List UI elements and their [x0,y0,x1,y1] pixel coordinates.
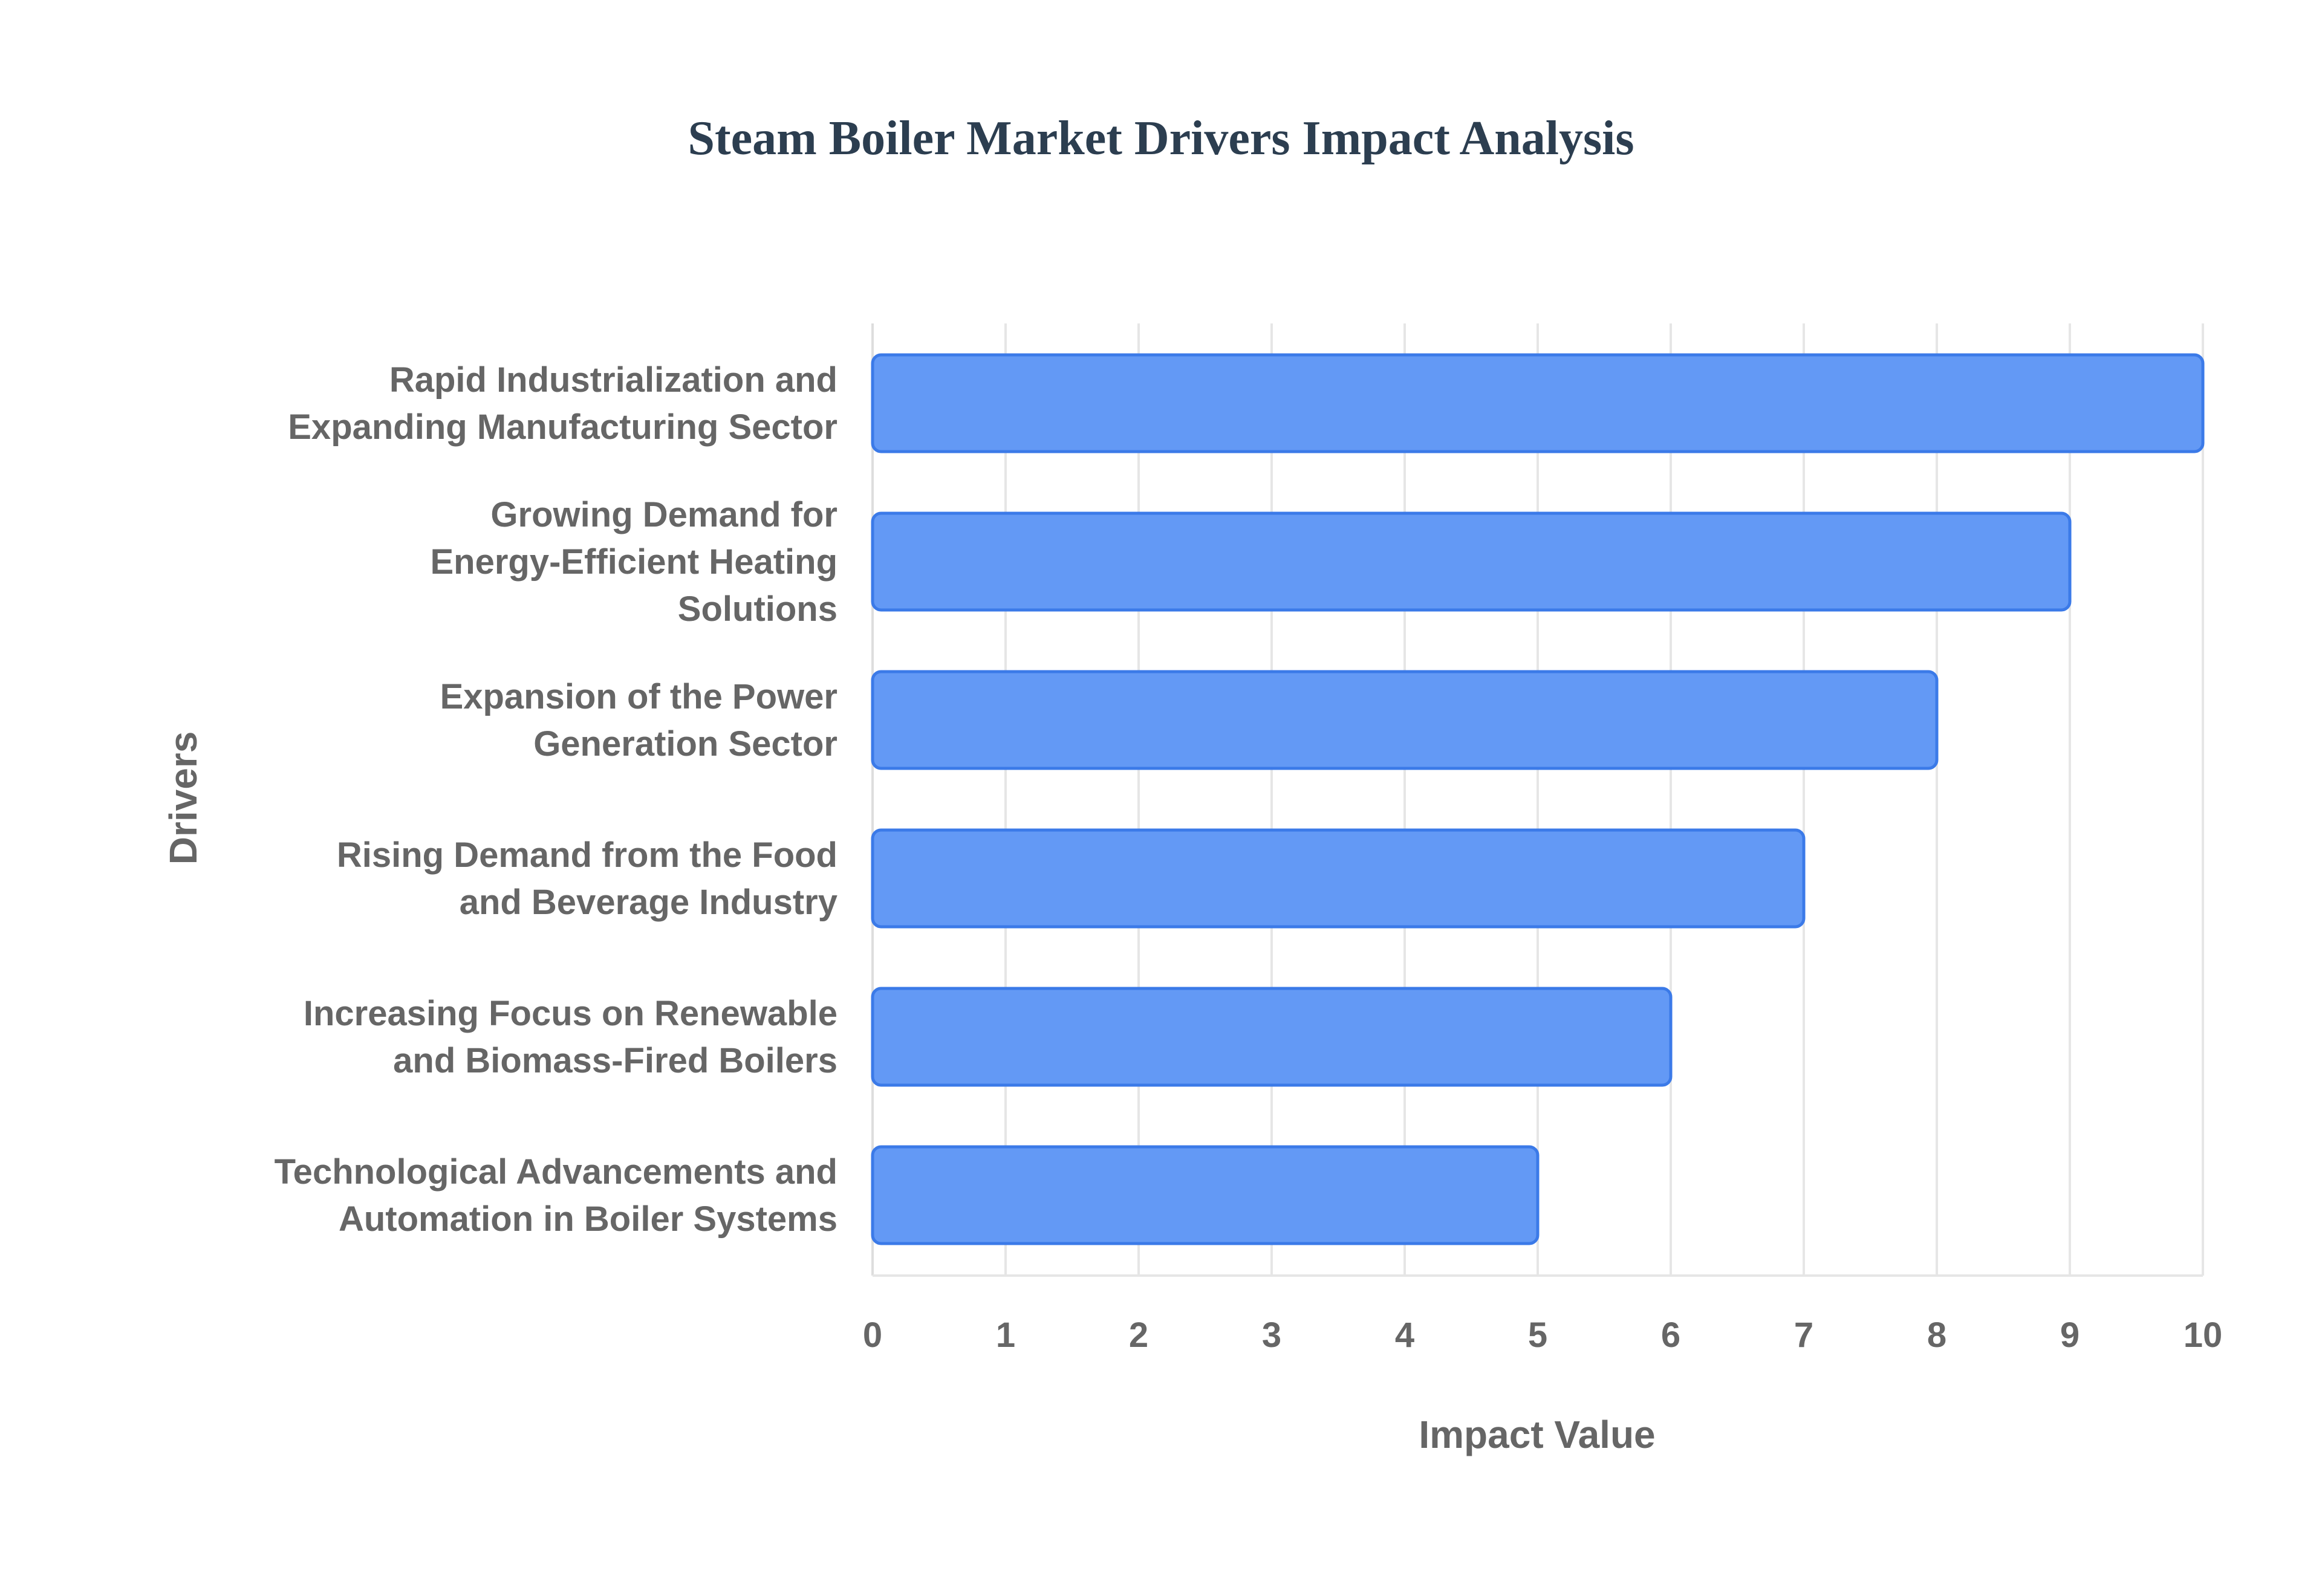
category-label: Increasing Focus on Renewable and Biomass… [304,994,837,1080]
category-labels: Rapid Industrialization and Expanding Man… [275,360,837,1239]
x-tick-label: 0 [863,1315,882,1355]
category-label: Expansion of the Power Generation Sector [440,677,837,764]
category-label: Rising Demand from the Food and Beverage … [337,835,837,922]
x-tick-label: 3 [1262,1315,1281,1355]
bar[interactable] [871,828,1806,929]
x-tick-label: 10 [2184,1315,2223,1355]
x-tick-label: 6 [1661,1315,1680,1355]
bar[interactable] [871,511,2072,612]
bar[interactable] [871,1145,1540,1245]
x-tick-label: 9 [2060,1315,2080,1355]
x-tick-label: 5 [1528,1315,1547,1355]
y-axis-title: Drivers [161,731,205,865]
x-tick-labels: 0 1 2 3 4 5 6 7 8 9 10 [863,1315,2222,1355]
x-tick-label: 1 [996,1315,1015,1355]
grid-lines [871,323,2204,1277]
x-tick-label: 8 [1927,1315,1946,1355]
x-tick-label: 2 [1129,1315,1148,1355]
x-tick-label: 4 [1395,1315,1414,1355]
bar[interactable] [871,670,1939,770]
category-label: Rapid Industrialization and Expanding Man… [288,360,837,447]
chart-title: Steam Boiler Market Drivers Impact Analy… [688,112,1634,165]
bars [871,353,2205,1245]
category-label: Growing Demand for Energy-Efficient Heati… [430,495,837,629]
x-axis-title: Impact Value [1419,1413,1655,1456]
bar[interactable] [871,987,1673,1087]
bar[interactable] [871,353,2205,453]
category-label: Technological Advancements and Automation… [275,1152,837,1239]
x-tick-label: 7 [1794,1315,1813,1355]
